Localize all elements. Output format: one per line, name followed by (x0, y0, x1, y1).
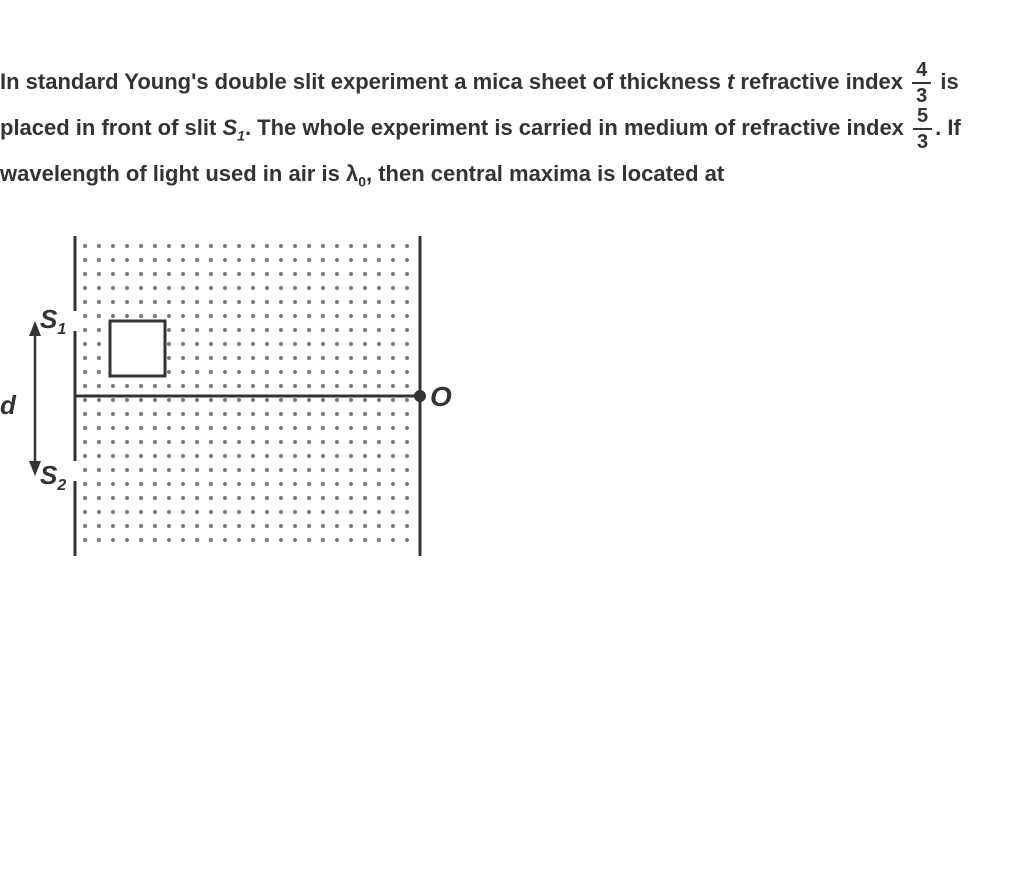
fraction-4-3: 43 (912, 60, 931, 106)
lambda-subscript: 0 (358, 174, 366, 190)
question-text: In standard Young's double slit experime… (0, 60, 1004, 196)
mica-sheet (110, 321, 165, 376)
label-s1: S1 (40, 304, 66, 338)
fraction-5-3: 53 (913, 106, 932, 152)
text-segment: , then central maxima is (366, 161, 622, 186)
label-s2: S2 (40, 460, 66, 494)
text-segment: whole experiment is carried in medium of… (302, 115, 910, 140)
label-d: d (0, 390, 17, 420)
text-segment: wavelength of light used in air is (0, 161, 346, 186)
fraction-numerator: 4 (912, 60, 931, 84)
point-o-dot (414, 390, 426, 402)
fraction-denominator: 3 (913, 130, 932, 152)
text-segment: refractive index (734, 69, 909, 94)
text-segment: . The (245, 115, 302, 140)
text-segment: thickness (619, 69, 727, 94)
slit-s1: S1 (222, 115, 244, 140)
question-container: In standard Young's double slit experime… (0, 60, 1024, 556)
label-o: O (430, 381, 452, 412)
text-segment: located at (622, 161, 725, 186)
diagram-container: S1 S2 d O (0, 216, 1004, 556)
text-segment: . If (935, 115, 961, 140)
dot-fill-group (83, 244, 409, 542)
text-segment: In standard Young's double slit experime… (0, 69, 619, 94)
youngs-double-slit-diagram: S1 S2 d O (0, 216, 480, 556)
fraction-denominator: 3 (912, 84, 931, 106)
lambda-symbol: λ (346, 161, 358, 186)
fraction-numerator: 5 (913, 106, 932, 130)
